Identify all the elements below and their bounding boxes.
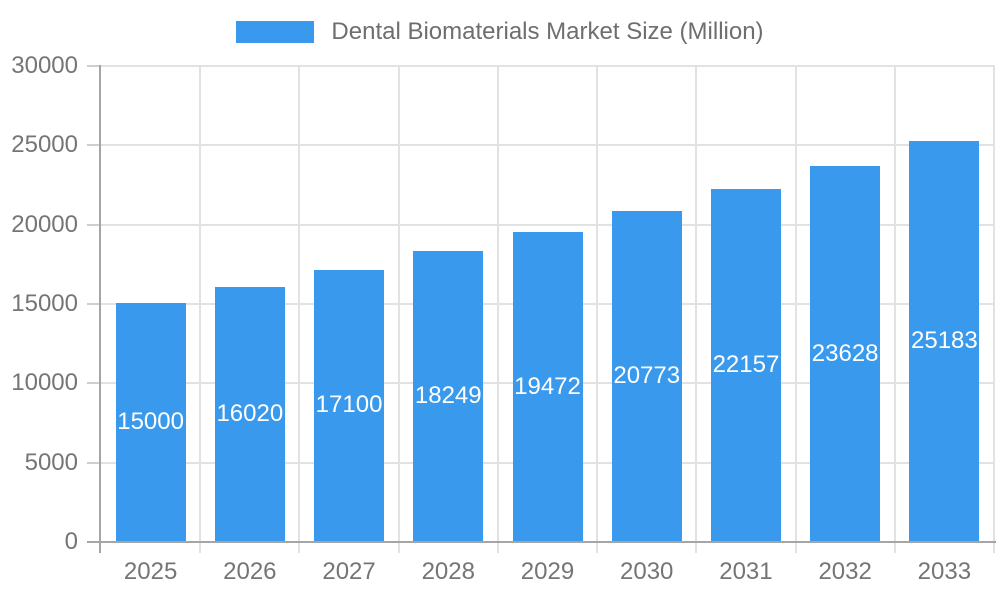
y-tick-label: 25000 bbox=[11, 131, 78, 159]
bar[interactable]: 17100 bbox=[314, 269, 385, 541]
y-axis-tick bbox=[87, 144, 99, 147]
bar[interactable]: 25183 bbox=[909, 141, 980, 541]
bar[interactable]: 15000 bbox=[115, 303, 186, 541]
gridline-vertical bbox=[794, 65, 797, 553]
x-tick-label: 2031 bbox=[719, 558, 773, 585]
y-tick-label: 5000 bbox=[24, 448, 78, 476]
bar-value-label: 18249 bbox=[414, 382, 482, 410]
legend: Dental Biomaterials Market Size (Million… bbox=[0, 18, 1000, 46]
bar[interactable]: 16020 bbox=[214, 286, 285, 541]
x-tick-label: 2028 bbox=[421, 558, 475, 585]
y-axis-tick bbox=[87, 223, 99, 226]
bar[interactable]: 20773 bbox=[611, 211, 682, 541]
gridline-vertical bbox=[993, 65, 995, 553]
bar[interactable]: 23628 bbox=[810, 166, 881, 541]
y-tick-label: 20000 bbox=[11, 210, 78, 238]
x-tick-label: 2025 bbox=[123, 558, 178, 585]
bar-value-label: 23628 bbox=[811, 339, 879, 367]
gridline-vertical bbox=[596, 65, 599, 553]
gridline-horizontal bbox=[101, 65, 994, 67]
y-axis-tick bbox=[87, 303, 99, 305]
gridline-vertical bbox=[199, 65, 202, 553]
bar-value-label: 19472 bbox=[514, 372, 581, 400]
bar-value-label: 20773 bbox=[613, 362, 681, 390]
x-tick-label: 2029 bbox=[520, 558, 575, 585]
y-tick-label: 0 bbox=[64, 528, 78, 555]
x-tick-label: 2027 bbox=[322, 558, 376, 585]
gridline-vertical bbox=[397, 65, 400, 553]
gridline-vertical bbox=[496, 65, 499, 553]
gridline-vertical bbox=[298, 65, 301, 553]
gridline-horizontal bbox=[101, 144, 994, 147]
gridline-horizontal bbox=[101, 223, 994, 226]
legend-label: Dental Biomaterials Market Size (Million… bbox=[331, 18, 764, 45]
bar[interactable]: 19472 bbox=[512, 232, 583, 541]
x-tick-label: 2032 bbox=[818, 558, 872, 585]
y-axis-tick bbox=[87, 65, 99, 67]
x-tick-label: 2033 bbox=[917, 558, 972, 585]
y-tick-label: 15000 bbox=[11, 290, 78, 317]
legend-item[interactable]: Dental Biomaterials Market Size (Million… bbox=[236, 18, 764, 46]
gridline-vertical bbox=[893, 65, 896, 553]
x-tick-label: 2030 bbox=[620, 558, 674, 585]
legend-swatch bbox=[236, 21, 315, 43]
plot-area: 0 5000 10000 15000 20000 25000 30000 15000 2025 1… bbox=[11, 52, 996, 585]
bar-value-label: 17100 bbox=[315, 391, 383, 419]
gridline-vertical bbox=[695, 65, 698, 553]
x-axis-line bbox=[87, 541, 996, 543]
y-tick-label: 30000 bbox=[11, 52, 78, 79]
y-axis-tick bbox=[87, 461, 99, 464]
bar[interactable]: 22157 bbox=[710, 189, 781, 541]
bar[interactable]: 18249 bbox=[413, 251, 484, 541]
bar-value-label: 25183 bbox=[911, 327, 978, 355]
bar-value-label: 16020 bbox=[216, 399, 284, 427]
y-axis-tick bbox=[87, 382, 99, 385]
y-axis-line bbox=[99, 65, 101, 553]
y-tick-label: 10000 bbox=[11, 369, 78, 397]
bar-value-label: 22157 bbox=[712, 351, 780, 379]
bar-value-label: 15000 bbox=[117, 408, 184, 435]
x-tick-label: 2026 bbox=[223, 558, 277, 585]
